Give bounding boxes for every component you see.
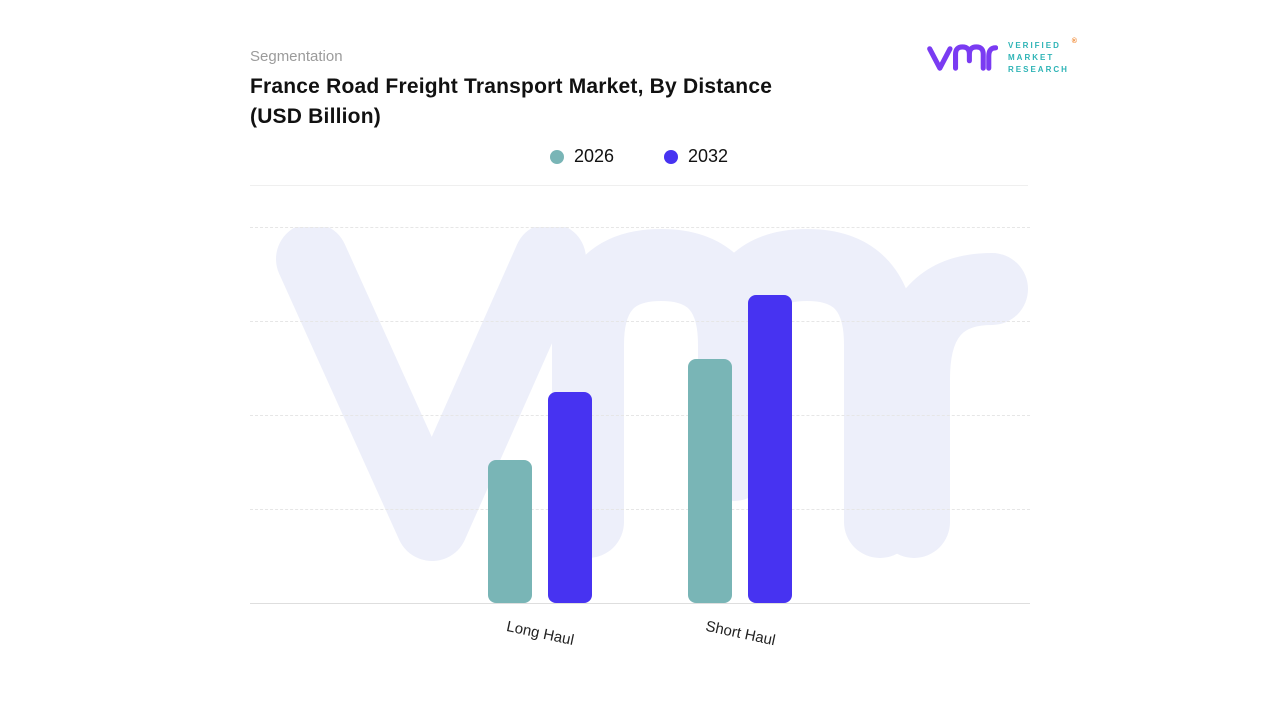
category-label: Long Haul	[504, 618, 576, 649]
category-label-slot: Short Haul	[688, 618, 792, 649]
brand-line-3: RESEARCH	[1008, 65, 1069, 74]
plot-area	[250, 227, 1030, 604]
gridline	[250, 321, 1030, 322]
chart-title-line2: (USD Billion)	[250, 104, 381, 128]
gridline	[250, 227, 1030, 228]
chart-title: France Road Freight Transport Market, By…	[250, 72, 890, 132]
gridline	[250, 509, 1030, 510]
legend-label: 2026	[573, 146, 614, 166]
legend-dot	[664, 149, 678, 164]
vmr-brand-text: VERIFIED MARKET RESEARCH ®	[1008, 38, 1077, 76]
bar-2032-long-haul[interactable]	[548, 392, 592, 603]
bar-2026-short-haul[interactable]	[688, 358, 732, 603]
bar-2026-long-haul[interactable]	[488, 460, 532, 603]
bar-group-long-haul	[488, 227, 592, 603]
eyebrow-label: Segmentation	[250, 48, 343, 65]
brand-line-2: MARKET	[1008, 53, 1055, 62]
brand-line-1: VERIFIED	[1008, 41, 1061, 50]
bar-2032-short-haul[interactable]	[748, 294, 792, 603]
category-label-slot: Long Haul	[488, 618, 592, 649]
vmr-logo: VERIFIED MARKET RESEARCH ®	[926, 38, 1077, 76]
bar-group-short-haul	[688, 227, 792, 603]
gridline	[250, 415, 1030, 416]
legend-label: 2032	[688, 146, 729, 166]
legend-item-2032[interactable]: 2032	[664, 146, 728, 167]
bars-layer	[250, 227, 1030, 603]
x-axis-baseline	[250, 603, 1030, 604]
chart-title-line1: France Road Freight Transport Market, By…	[250, 75, 773, 98]
registered-mark: ®	[1071, 38, 1079, 45]
vmr-watermark	[276, 227, 1028, 561]
category-labels: Long Haul Short Haul	[250, 618, 1030, 649]
legend-dot	[549, 149, 564, 164]
vmr-monogram-icon	[927, 44, 998, 71]
chart-legend: 2026 2032	[250, 146, 1028, 167]
category-label: Short Haul	[703, 617, 777, 650]
legend-divider	[250, 185, 1028, 186]
legend-item-2026[interactable]: 2026	[549, 146, 614, 167]
